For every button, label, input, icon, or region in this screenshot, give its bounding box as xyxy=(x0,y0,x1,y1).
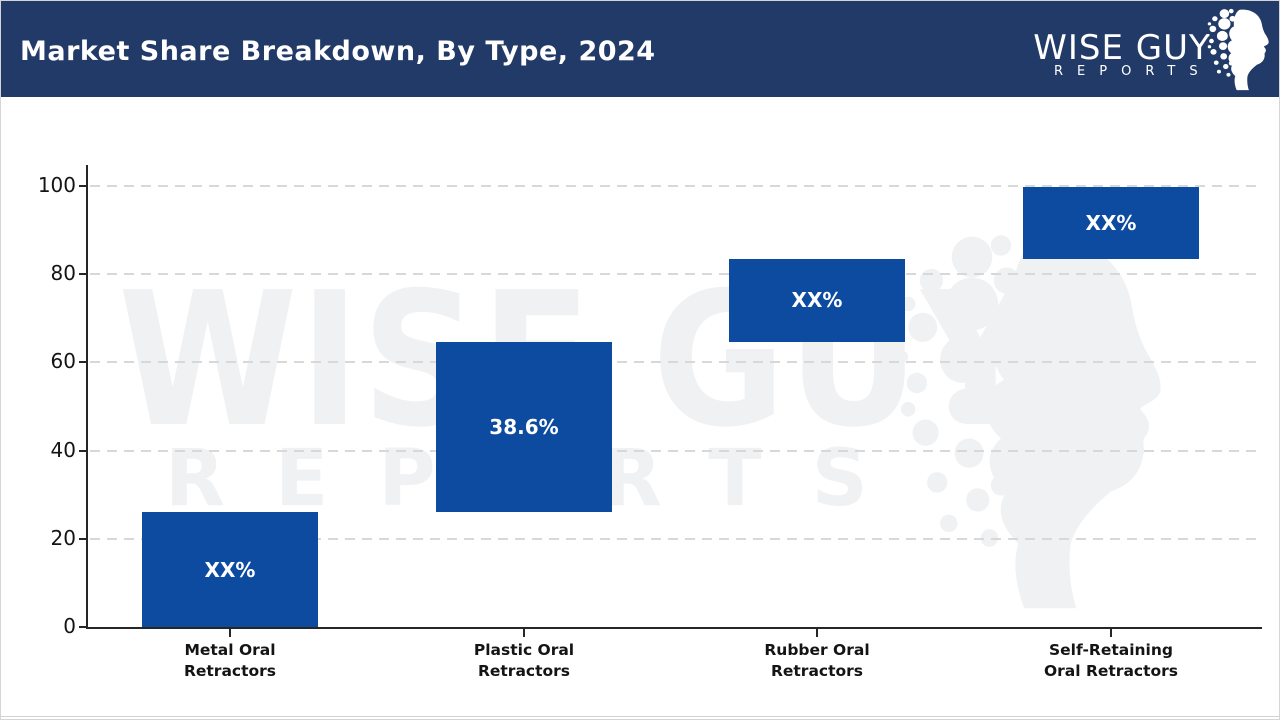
bottom-border-line xyxy=(0,716,1280,717)
y-gridline-60 xyxy=(90,361,1256,364)
x-category-label-4: Self-Retaining Oral Retractors xyxy=(1001,640,1221,682)
y-tick-mark-100 xyxy=(79,185,87,187)
header-bar: Market Share Breakdown, By Type, 2024 WI… xyxy=(0,0,1280,97)
y-gridline-80 xyxy=(90,273,1256,276)
y-tick-mark-80 xyxy=(79,273,87,276)
bar-value-label: XX% xyxy=(204,557,256,582)
y-tick-label-100: 100 xyxy=(37,173,76,197)
logo-text-reports: REPORTS xyxy=(1054,64,1212,79)
category-line1: Self-Retaining xyxy=(1049,641,1173,659)
category-line2: Oral Retractors xyxy=(1043,661,1179,680)
y-tick-mark-60 xyxy=(79,361,87,364)
bar-value-label: XX% xyxy=(1085,210,1137,235)
x-category-label-2: Plastic Oral Retractors xyxy=(414,640,634,682)
x-tick-mark-1 xyxy=(229,629,231,637)
category-line1: Metal Oral xyxy=(184,641,276,659)
chart-title: Market Share Breakdown, By Type, 2024 xyxy=(20,36,656,67)
y-tick-label-20: 20 xyxy=(50,525,76,550)
x-tick-mark-2 xyxy=(523,629,525,637)
y-tick-mark-20 xyxy=(79,537,87,540)
bar-segment-2: 38.6% xyxy=(436,342,612,513)
category-line1: Plastic Oral xyxy=(473,641,575,659)
wiseguy-logo: WISE GUY REPORTS xyxy=(1032,4,1272,94)
logo-text-wiseguy: WISE GUY xyxy=(1033,28,1211,68)
category-line1: Rubber Oral xyxy=(764,641,870,659)
y-gridline-100 xyxy=(90,185,1256,187)
x-category-label-1: Metal Oral Retractors xyxy=(120,640,340,682)
y-tick-mark-40 xyxy=(79,449,87,452)
x-tick-mark-3 xyxy=(816,629,818,637)
y-tick-label-80: 80 xyxy=(50,261,76,286)
y-tick-label-0: 0 xyxy=(63,614,76,638)
y-gridline-20 xyxy=(90,537,1256,540)
bar-segment-3: XX% xyxy=(729,258,905,343)
category-line2: Retractors xyxy=(477,661,571,680)
category-line2: Retractors xyxy=(183,661,277,680)
y-tick-mark-0 xyxy=(79,626,87,628)
wiseguy-head-icon xyxy=(1206,8,1269,91)
bar-segment-4: XX% xyxy=(1023,186,1199,259)
bar-value-label: 38.6% xyxy=(489,415,559,440)
bar-value-label: XX% xyxy=(791,288,843,313)
bar-segment-1: XX% xyxy=(142,512,318,627)
x-tick-mark-4 xyxy=(1110,629,1112,637)
x-axis-line xyxy=(86,627,1262,629)
y-tick-label-60: 60 xyxy=(50,349,76,374)
category-line2: Retractors xyxy=(770,661,864,680)
x-category-label-3: Rubber Oral Retractors xyxy=(707,640,927,682)
y-tick-label-40: 40 xyxy=(50,437,76,462)
y-gridline-40 xyxy=(90,449,1256,452)
y-axis-line xyxy=(86,165,88,629)
